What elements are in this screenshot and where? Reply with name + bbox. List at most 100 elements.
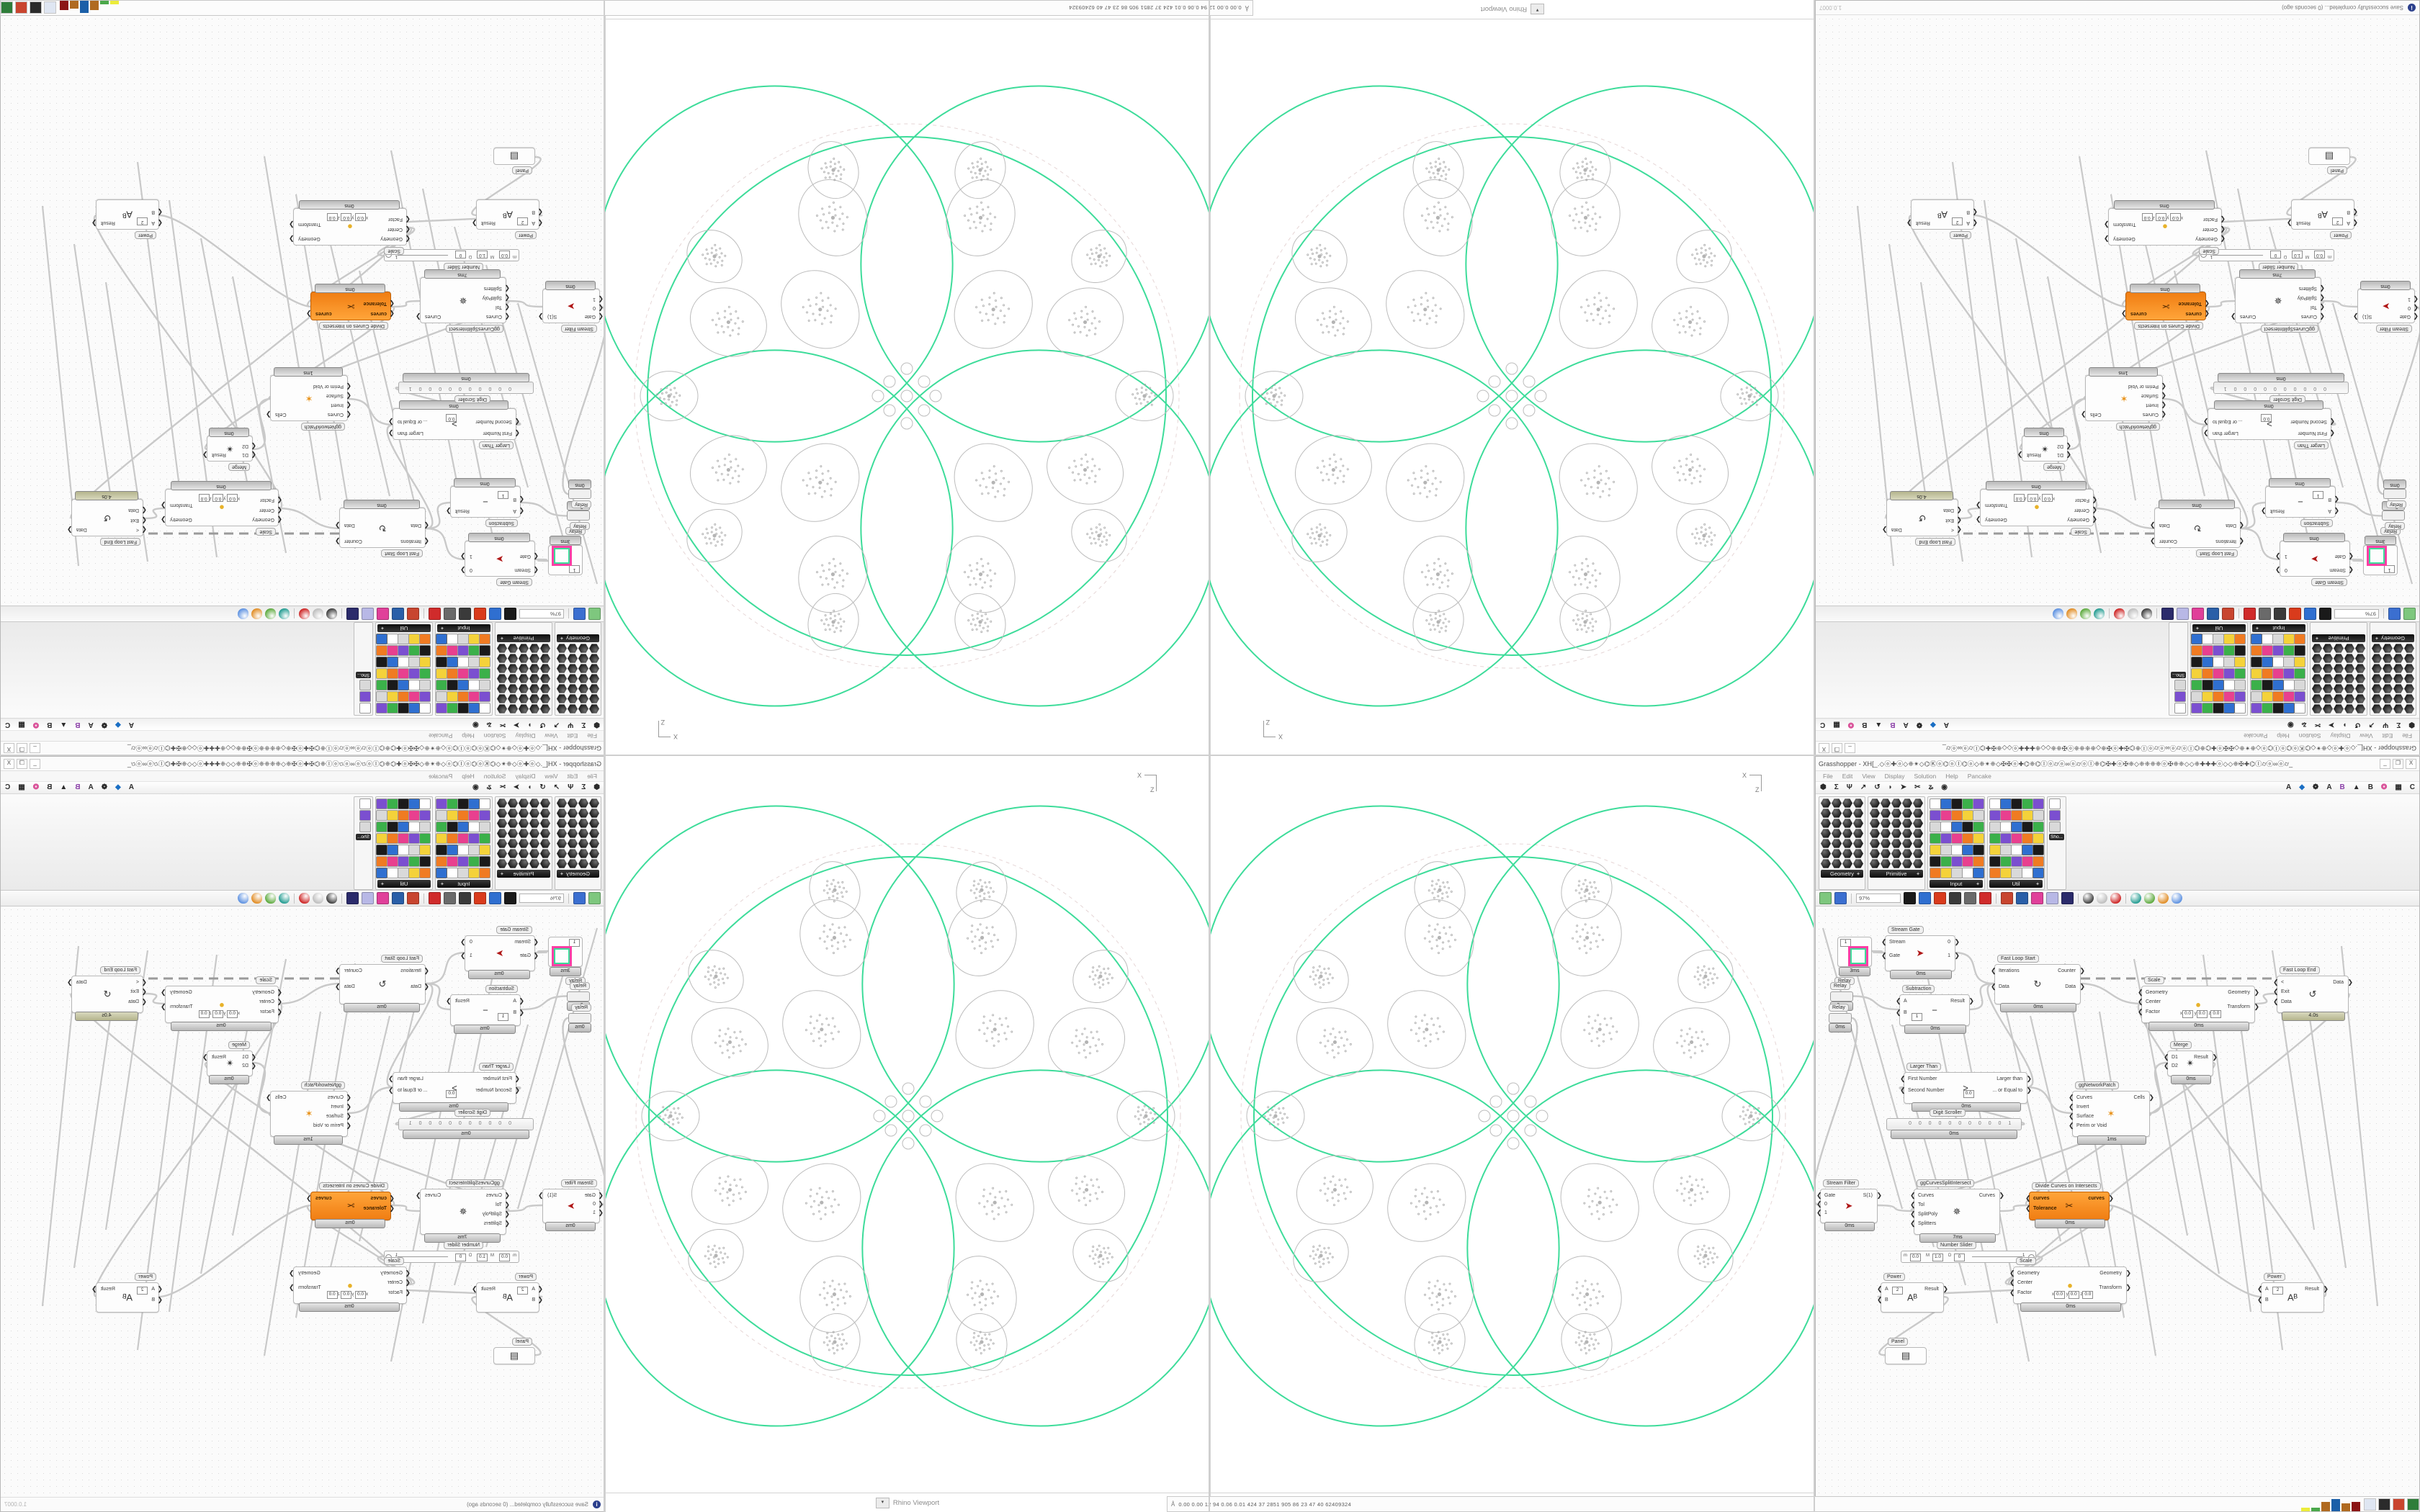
input-nub[interactable]: ❮: [141, 507, 147, 515]
panel-icon-grid[interactable]: [436, 798, 490, 878]
gh-component-gg-network-patch[interactable]: Curves ❮ Invert ❮ Surface ❮ Perim or Void ❮ Cell…: [266, 1091, 351, 1145]
input-nub[interactable]: ❮: [424, 522, 429, 529]
component-square-icon[interactable]: [1940, 810, 1952, 821]
component-square-icon[interactable]: [2033, 845, 2044, 855]
component-square-icon[interactable]: [468, 657, 480, 667]
input-nub[interactable]: ❮: [504, 1192, 510, 1199]
input-port-exit[interactable]: Exit: [130, 517, 139, 523]
input-nub[interactable]: ❮: [141, 997, 147, 1005]
output-port-result[interactable]: Result: [212, 452, 226, 457]
input-port-b[interactable]: B: [2347, 210, 2350, 215]
component-square-icon[interactable]: [419, 798, 431, 809]
preview-eye-icon[interactable]: [1919, 892, 1931, 904]
ribbon-category-9[interactable]: ◉: [472, 721, 479, 729]
ribbon-panel-input[interactable]: Input ✦: [1927, 796, 1985, 890]
component-square-icon[interactable]: [2022, 833, 2033, 844]
gh-component-fast-loop-start[interactable]: Iterations ❮ Data ❮ Counter ❯ Data ❯ ↻ 0ms: [335, 964, 429, 1012]
component-square-icon[interactable]: [2262, 691, 2273, 702]
ribbon-category-letter-3[interactable]: A: [2326, 783, 2332, 791]
component-square-icon[interactable]: [2294, 691, 2305, 702]
panel-tab-dropdown-icon[interactable]: ✦: [1976, 881, 1980, 887]
input-nub[interactable]: ❮: [1910, 1210, 1916, 1218]
component-square-icon[interactable]: [419, 833, 431, 844]
component-square-icon[interactable]: [387, 856, 398, 867]
component-hex-icon[interactable]: [2372, 704, 2382, 714]
save-file-icon[interactable]: [2388, 608, 2401, 620]
menu-file[interactable]: File: [587, 773, 597, 780]
input-nub[interactable]: ❮: [1991, 967, 1996, 974]
component-square-icon[interactable]: [1951, 856, 1963, 867]
ribbon-panel-geometry[interactable]: Geometry ✦: [555, 622, 601, 716]
input-nub[interactable]: ❮: [1910, 1192, 1916, 1199]
component-square-icon[interactable]: [1962, 822, 1973, 832]
panel-tab-input[interactable]: Input ✦: [1930, 880, 1983, 888]
ribbon-category-4[interactable]: ↺: [539, 721, 546, 729]
input-port-a[interactable]: A: [2347, 220, 2350, 225]
ribbon-category-1[interactable]: Σ: [1834, 783, 1839, 791]
component-hex-icon[interactable]: [2383, 694, 2393, 703]
gh-component-power-2[interactable]: A ❮ B ❮ Result ❯ Aᴮ 2: [2257, 1282, 2329, 1313]
output-port-curves[interactable]: Curves: [1978, 1193, 1995, 1198]
component-hex-icon[interactable]: [1853, 849, 1863, 858]
component-hex-icon[interactable]: [568, 859, 578, 868]
component-square-icon[interactable]: [2223, 668, 2235, 679]
zoom-level-field[interactable]: 97%: [519, 894, 564, 903]
cone-blue-icon[interactable]: [238, 893, 248, 904]
output-port-data[interactable]: Data: [76, 980, 87, 985]
bulb-icon[interactable]: [362, 608, 374, 620]
flame-icon[interactable]: [474, 892, 486, 904]
ribbon-category-letter-0[interactable]: A: [128, 783, 135, 791]
output-nub[interactable]: ❯: [1942, 1285, 1948, 1292]
menu-edit[interactable]: Edit: [567, 732, 578, 739]
component-hex-icon[interactable]: [1891, 809, 1901, 818]
input-port-center[interactable]: Center: [387, 1280, 403, 1286]
component-square-icon[interactable]: [2049, 810, 2061, 821]
menu-display[interactable]: Display: [515, 732, 536, 739]
input-nub[interactable]: ❮: [141, 526, 147, 534]
output-nub[interactable]: ❯: [388, 418, 394, 426]
input-nub[interactable]: ❮: [2273, 988, 2279, 996]
component-hex-icon[interactable]: [1881, 819, 1891, 828]
input-nub[interactable]: ❮: [1816, 1209, 1822, 1216]
input-nub[interactable]: ❮: [2138, 989, 2143, 996]
input-nub[interactable]: ❮: [141, 988, 147, 996]
component-square-icon[interactable]: [419, 657, 431, 667]
component-square-icon[interactable]: [2283, 668, 2295, 679]
component-hex-icon[interactable]: [568, 839, 578, 848]
ribbon-category-7[interactable]: ✂: [499, 721, 506, 729]
output-port-0[interactable]: 0: [2285, 567, 2287, 572]
toggle-value[interactable]: 1: [569, 565, 580, 573]
output-port-result[interactable]: Result: [1924, 1287, 1939, 1292]
input-port-center[interactable]: Center: [259, 507, 274, 513]
ribbon-category-3[interactable]: ↗: [553, 783, 560, 791]
component-hex-icon[interactable]: [2344, 664, 2354, 673]
component-square-icon[interactable]: [479, 680, 490, 690]
gh-component-fast-loop-end[interactable]: < ❮ Exit ❮ Data ❮ Data ❯ ↺ 4.0s: [67, 976, 147, 1021]
toggle-value[interactable]: 1: [2384, 565, 2395, 573]
input-nub[interactable]: ❮: [2352, 220, 2358, 227]
input-port-gate[interactable]: Gate: [519, 554, 531, 559]
component-hex-icon[interactable]: [508, 704, 518, 714]
input-port-splitters[interactable]: Splitters: [483, 286, 502, 291]
component-square-icon[interactable]: [387, 868, 398, 878]
center-z[interactable]: 0.0: [2013, 494, 2025, 502]
component-hex-icon[interactable]: [2372, 664, 2382, 673]
center-y[interactable]: 0.0: [341, 213, 352, 221]
component-square-icon[interactable]: [2251, 668, 2262, 679]
output-port-data[interactable]: Data: [344, 523, 355, 528]
canvas-toolbar[interactable]: 97%: [1, 606, 604, 621]
component-hex-icon[interactable]: [1853, 839, 1863, 848]
panel-icon-grid[interactable]: [436, 634, 490, 714]
component-hex-icon[interactable]: [1891, 849, 1901, 858]
component-square-icon[interactable]: [2000, 845, 2012, 855]
panel-tab-geometry[interactable]: Geometry ✦: [557, 634, 599, 642]
component-hex-icon[interactable]: [497, 674, 507, 683]
gh-component-larger-than[interactable]: First Number ❮ Second Number ❮ Larger than ❯.…: [2203, 400, 2335, 440]
input-nub[interactable]: ❮: [424, 538, 429, 545]
component-hex-icon[interactable]: [529, 819, 539, 828]
component-hex-icon[interactable]: [2344, 704, 2354, 714]
component-hex-icon[interactable]: [497, 664, 507, 673]
rhino-tool-icon-1[interactable]: [30, 1, 42, 14]
input-nub[interactable]: ❮: [2161, 392, 2166, 400]
gh-component-power-2[interactable]: A ❮ B ❮ Result ❯ Aᴮ 2: [1906, 199, 1978, 230]
